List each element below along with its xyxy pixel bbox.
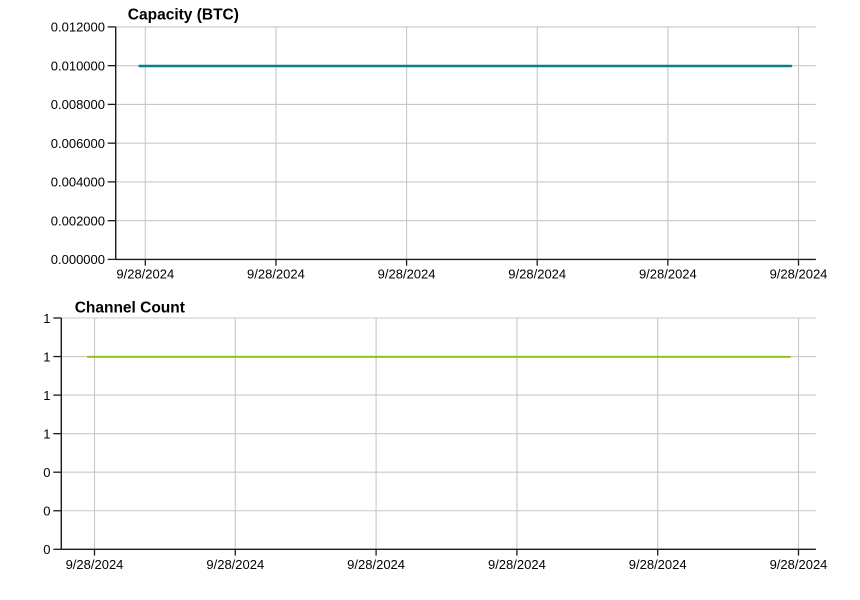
svg-text:9/28/2024: 9/28/2024 — [347, 557, 405, 572]
svg-text:1: 1 — [43, 426, 50, 441]
svg-text:9/28/2024: 9/28/2024 — [247, 266, 305, 281]
svg-text:0: 0 — [43, 504, 50, 519]
svg-text:Capacity (BTC): Capacity (BTC) — [128, 7, 239, 24]
svg-text:1: 1 — [43, 388, 50, 403]
svg-text:1: 1 — [43, 311, 50, 326]
svg-text:9/28/2024: 9/28/2024 — [378, 266, 436, 281]
svg-text:0.012000: 0.012000 — [51, 20, 105, 35]
svg-text:0: 0 — [43, 542, 50, 557]
svg-text:0: 0 — [43, 465, 50, 480]
svg-text:9/28/2024: 9/28/2024 — [66, 557, 124, 572]
svg-text:Channel Count: Channel Count — [75, 300, 185, 317]
svg-text:9/28/2024: 9/28/2024 — [488, 557, 546, 572]
svg-text:0.004000: 0.004000 — [51, 175, 105, 190]
svg-text:9/28/2024: 9/28/2024 — [770, 266, 828, 281]
svg-text:0.000000: 0.000000 — [51, 252, 105, 267]
svg-text:0.010000: 0.010000 — [51, 58, 105, 73]
svg-text:0.008000: 0.008000 — [51, 97, 105, 112]
svg-text:9/28/2024: 9/28/2024 — [116, 266, 174, 281]
svg-text:0.002000: 0.002000 — [51, 213, 105, 228]
svg-text:9/28/2024: 9/28/2024 — [770, 557, 828, 572]
svg-text:0.006000: 0.006000 — [51, 136, 105, 151]
svg-text:9/28/2024: 9/28/2024 — [508, 266, 566, 281]
svg-text:1: 1 — [43, 349, 50, 364]
svg-text:9/28/2024: 9/28/2024 — [639, 266, 697, 281]
svg-text:9/28/2024: 9/28/2024 — [206, 557, 264, 572]
svg-text:9/28/2024: 9/28/2024 — [629, 557, 687, 572]
